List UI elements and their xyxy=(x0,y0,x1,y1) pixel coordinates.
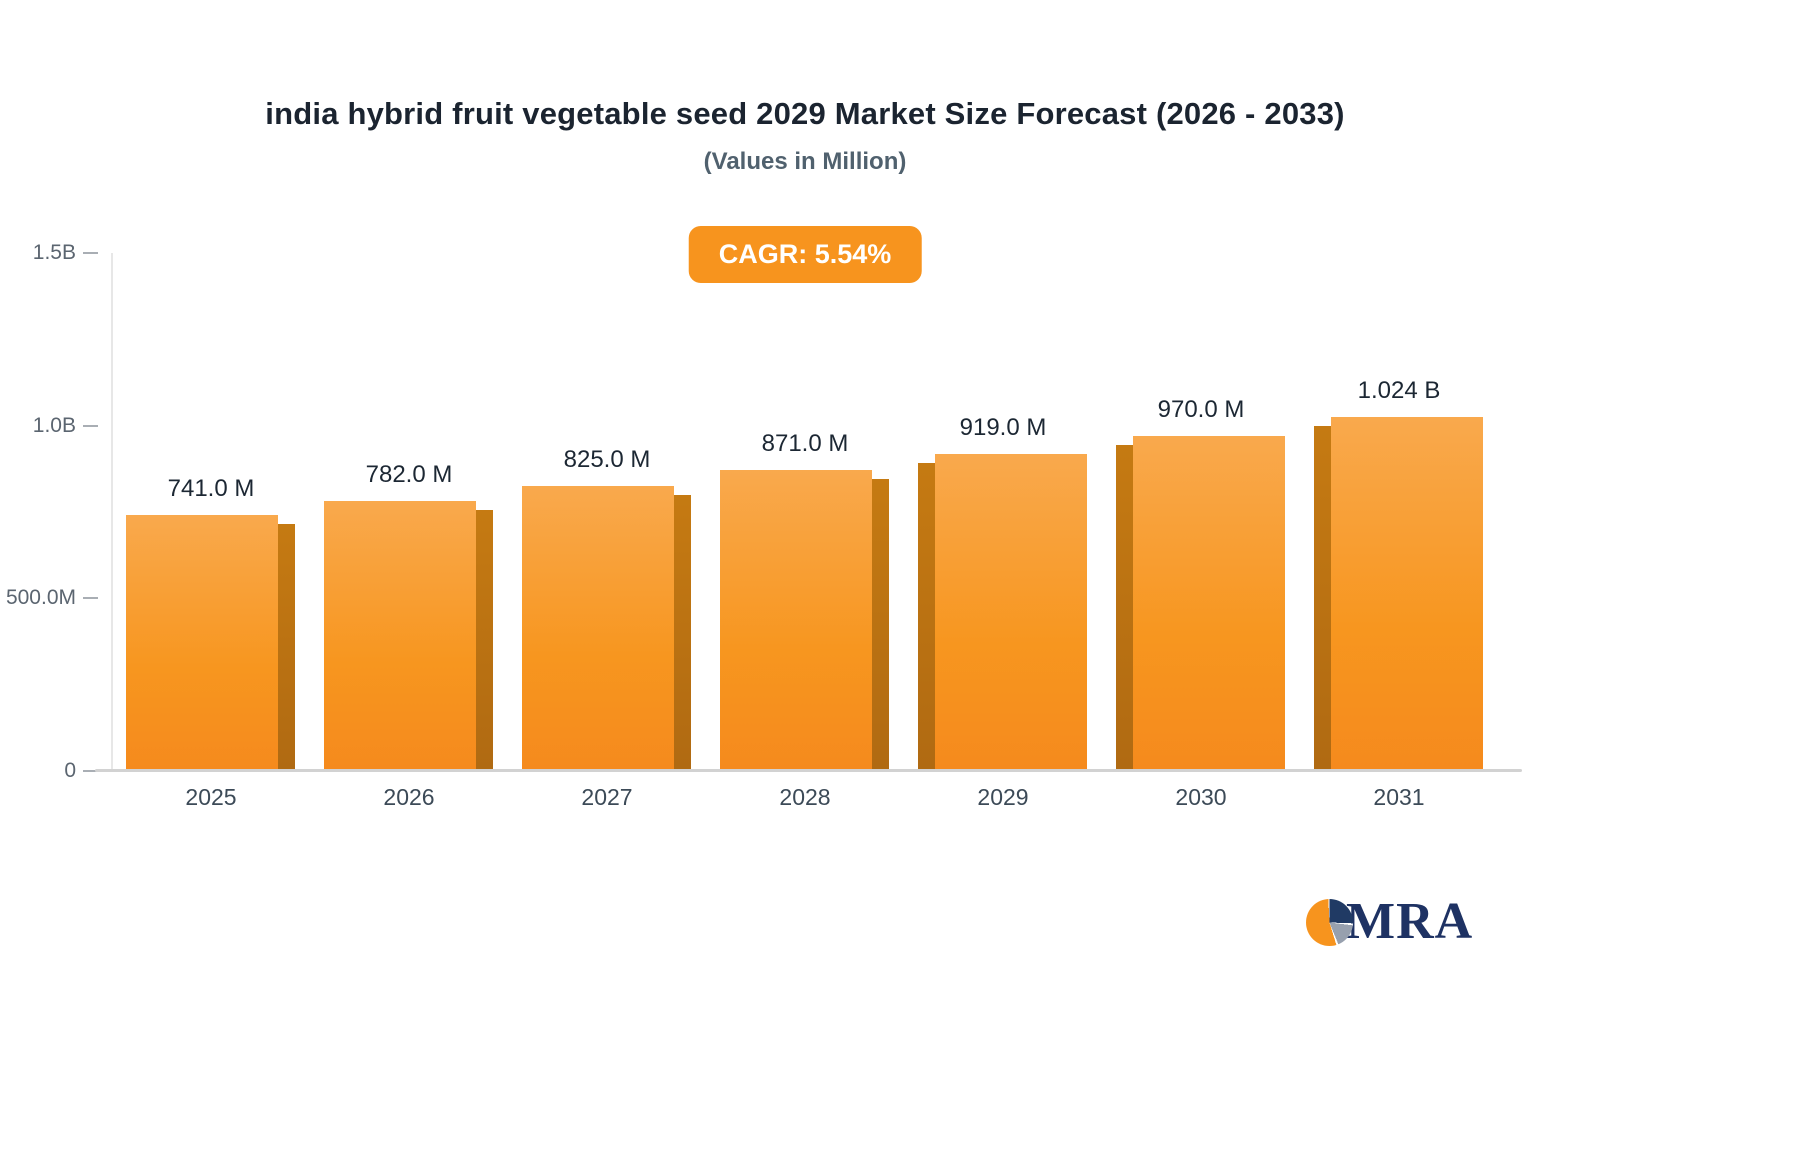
bar-group: 871.0 M xyxy=(706,430,904,771)
bar-group: 741.0 M xyxy=(112,475,310,771)
plot-area: 741.0 M 782.0 M 825.0 M 871.0 M 919.0 M 970.0… xyxy=(112,253,1498,771)
x-axis-label: 2030 xyxy=(1175,784,1227,810)
logo-text: MRA xyxy=(1346,893,1474,950)
chart-subtitle: (Values in Million) xyxy=(703,148,907,175)
bar xyxy=(522,486,674,771)
x-axis-line xyxy=(95,769,1522,772)
y-axis-tick-label: 0 xyxy=(64,759,76,782)
bar-value-label: 970.0 M xyxy=(1157,396,1245,423)
bar-3d-side xyxy=(278,524,295,771)
bar xyxy=(126,515,278,771)
bar xyxy=(324,501,476,771)
bar xyxy=(1331,417,1483,771)
y-axis-tick-label: 500.0M xyxy=(5,586,76,610)
x-axis-label: 2027 xyxy=(581,784,633,810)
y-axis-tick-mark xyxy=(83,597,98,600)
bar-3d-side xyxy=(674,495,691,771)
bar-group: 1.024 B xyxy=(1300,377,1498,771)
bar-3d-side xyxy=(872,479,889,771)
bar-3d-side xyxy=(1314,426,1331,771)
bar-3d-side xyxy=(918,463,935,771)
bar xyxy=(935,454,1087,771)
bar xyxy=(1133,436,1285,771)
x-axis-label: 2028 xyxy=(779,784,831,810)
bar-group: 782.0 M xyxy=(310,461,508,771)
bar xyxy=(720,470,872,771)
y-axis-tick-mark xyxy=(83,770,98,772)
x-axis: 2025 2026 2027 2028 2029 2030 2031 xyxy=(112,784,1498,818)
y-axis-tick-mark xyxy=(83,252,98,254)
y-axis-line xyxy=(111,253,113,771)
cagr-badge: CAGR: 5.54% xyxy=(688,226,922,283)
bar-group: 970.0 M xyxy=(1102,396,1300,771)
y-axis-tick-label: 1.0B xyxy=(32,413,76,437)
x-axis-label: 2025 xyxy=(185,784,237,810)
bar-value-label: 825.0 M xyxy=(563,446,651,473)
bar-3d-side xyxy=(476,510,493,771)
bar-value-label: 871.0 M xyxy=(761,430,849,457)
y-axis: 1.5B 1.0B 500.0M 0 xyxy=(0,241,104,782)
x-axis-label: 2031 xyxy=(1373,784,1425,810)
x-axis-label: 2026 xyxy=(383,784,435,810)
bar-3d-side xyxy=(1116,445,1133,771)
chart-header: india hybrid fruit vegetable seed 2029 M… xyxy=(0,0,1610,176)
logo: MRA xyxy=(1306,896,1473,948)
bar-group: 825.0 M xyxy=(508,446,706,771)
y-axis-tick-mark xyxy=(83,424,98,427)
chart-title: india hybrid fruit vegetable seed 2029 M… xyxy=(265,96,1345,131)
bar-group: 919.0 M xyxy=(904,414,1102,771)
bar-value-label: 1.024 B xyxy=(1357,377,1441,404)
y-axis-tick-label: 1.5B xyxy=(32,241,76,264)
bar-value-label: 741.0 M xyxy=(167,475,255,502)
bar-value-label: 782.0 M xyxy=(365,461,453,488)
bar-value-label: 919.0 M xyxy=(959,414,1047,441)
x-axis-label: 2029 xyxy=(977,784,1029,810)
logo-pie-icon xyxy=(1306,898,1353,946)
